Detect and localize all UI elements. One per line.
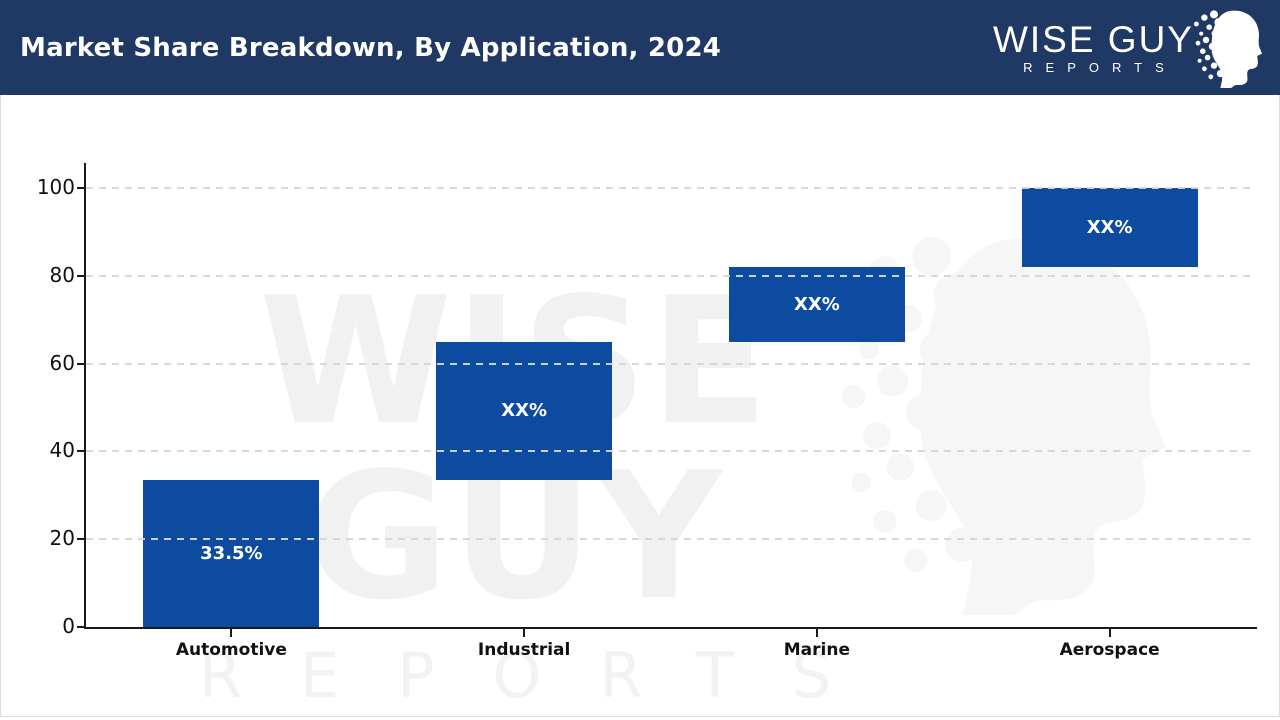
y-axis-line	[84, 163, 86, 629]
wiseguy-face-icon	[1194, 9, 1262, 88]
logo-wordmark: WISE GUY	[992, 19, 1194, 60]
gridline-y80	[86, 274, 1256, 277]
bar-industrial: XX%	[436, 341, 613, 480]
y-axis-tick	[77, 626, 85, 628]
bar-value-label: XX%	[793, 293, 840, 315]
bar-value-label: 33.5%	[200, 542, 263, 564]
header-bar: Market Share Breakdown, By Application, …	[0, 0, 1280, 95]
y-tick-label: 40	[49, 438, 75, 463]
y-axis-tick	[77, 187, 85, 189]
x-axis-tick	[230, 629, 233, 637]
y-axis-tick	[77, 450, 85, 453]
x-axis-tick	[1108, 629, 1111, 637]
x-tick-label: Industrial	[477, 640, 571, 660]
y-tick-label: 20	[49, 526, 75, 551]
bar-value-label: XX%	[501, 400, 548, 422]
y-axis-tick	[77, 362, 85, 365]
gridline-y60	[86, 362, 1256, 365]
y-tick-label: 100	[36, 175, 75, 199]
x-tick-label: Marine	[783, 640, 850, 660]
y-axis-tick	[77, 274, 85, 277]
y-tick-label: 80	[49, 262, 75, 287]
gridline-y40	[86, 450, 1256, 453]
logo-subtitle: REPORTS	[1023, 60, 1177, 75]
y-tick-label: 0	[62, 614, 75, 638]
wiseguy-logo-text: WISE GUY REPORTS	[993, 21, 1194, 74]
y-tick-label: 60	[49, 350, 75, 375]
bar-value-label: XX%	[1086, 217, 1133, 238]
gridline-y100	[86, 187, 1256, 189]
x-tick-label: Automotive	[175, 640, 287, 660]
wiseguy-logo: WISE GUY REPORTS	[993, 8, 1262, 88]
gridline-y20	[86, 538, 1256, 541]
y-axis-tick	[77, 538, 85, 541]
chart-title: Market Share Breakdown, By Application, …	[20, 32, 722, 63]
x-axis-tick	[815, 629, 818, 637]
x-axis-tick	[523, 629, 526, 637]
bar-automotive: 33.5%	[143, 479, 320, 627]
x-axis-line	[84, 627, 1257, 629]
bar-marine: XX%	[728, 267, 905, 342]
x-tick-label: Aerospace	[1059, 640, 1160, 660]
bar-aerospace: XX%	[1021, 188, 1198, 268]
